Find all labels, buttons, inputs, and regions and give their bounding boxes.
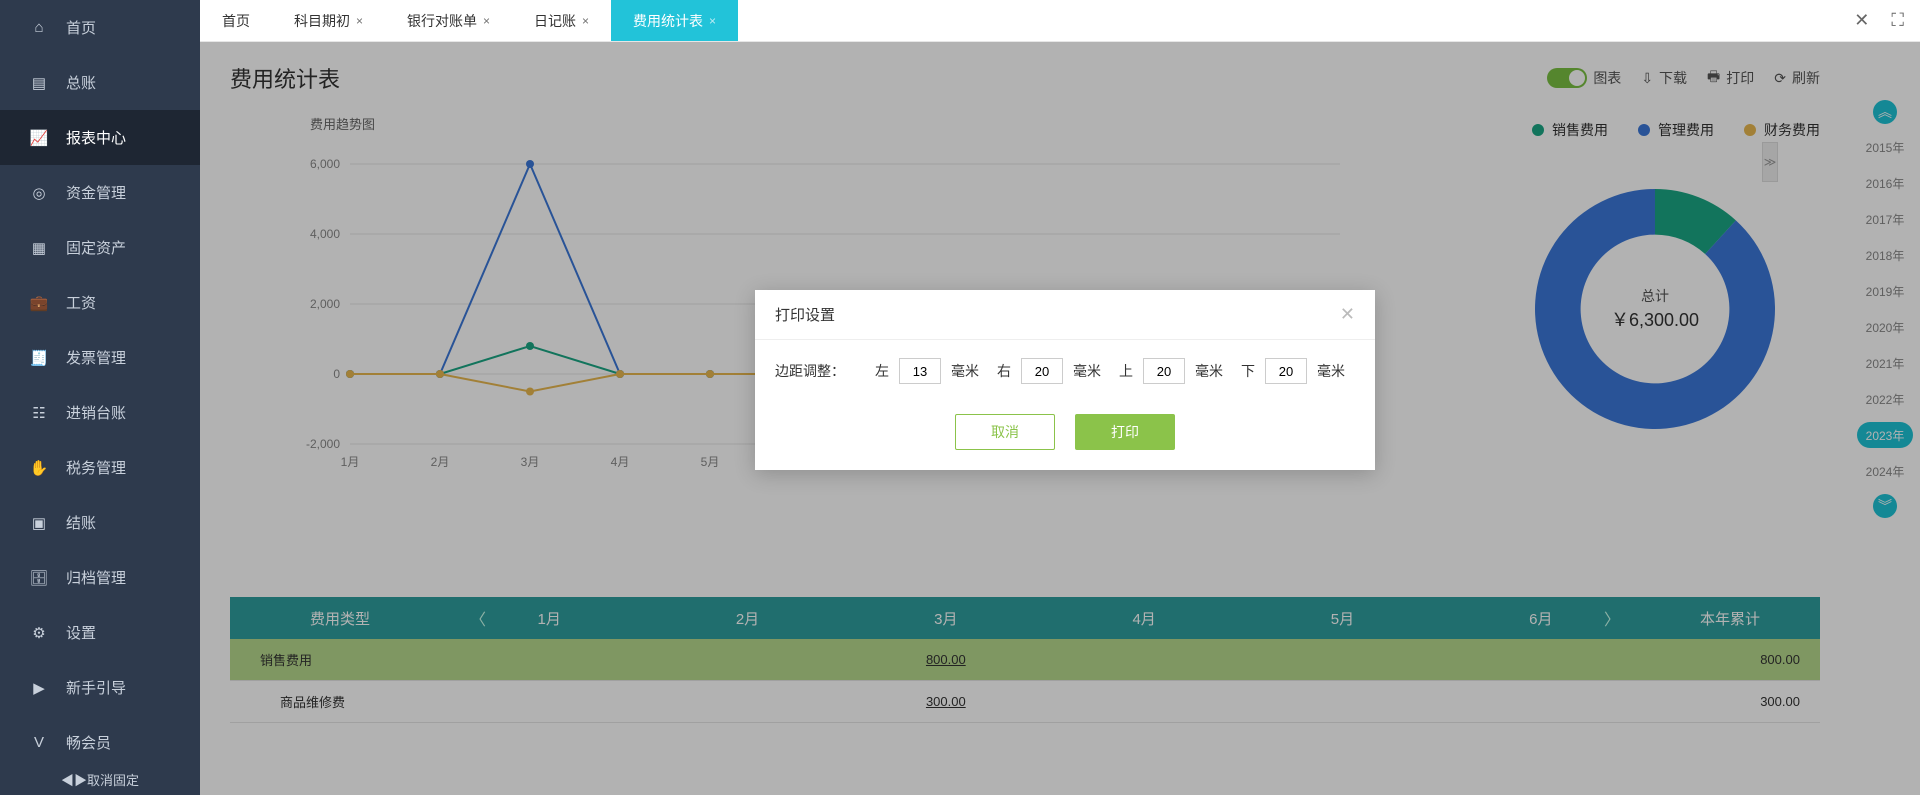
margin-top-input[interactable] (1143, 358, 1185, 384)
sidebar-item-gear[interactable]: ⚙ 设置 (0, 605, 200, 660)
sidebar-item-label: 设置 (66, 622, 96, 643)
modal-title: 打印设置 (775, 304, 835, 325)
sidebar-item-label: 资金管理 (66, 182, 126, 203)
archive-icon: 🗄 (28, 567, 50, 589)
tax-icon: ✋ (28, 457, 50, 479)
unit-label: 毫米 (1317, 361, 1345, 381)
unit-label: 毫米 (1195, 361, 1223, 381)
chart-icon: 📈 (28, 127, 50, 149)
bottom-label: 下 (1241, 361, 1255, 381)
tab-银行对账单[interactable]: 银行对账单 × (385, 0, 512, 41)
top-label: 上 (1119, 361, 1133, 381)
asset-icon: ▦ (28, 237, 50, 259)
tab-科目期初[interactable]: 科目期初 × (272, 0, 385, 41)
close-icon[interactable]: × (483, 14, 490, 28)
sidebar-unpin[interactable]: ◀▶取消固定 (0, 763, 200, 795)
sidebar-item-archive[interactable]: 🗄 归档管理 (0, 550, 200, 605)
vip-icon: V (28, 732, 50, 754)
invoice-icon: 🧾 (28, 347, 50, 369)
close-icon[interactable]: × (356, 14, 363, 28)
sidebar-item-home[interactable]: ⌂ 首页 (0, 0, 200, 55)
sidebar-item-chart[interactable]: 📈 报表中心 (0, 110, 200, 165)
tab-首页[interactable]: 首页 (200, 0, 272, 41)
tab-label: 首页 (222, 11, 250, 31)
close-period-icon: ▣ (28, 512, 50, 534)
margin-label: 边距调整： (775, 361, 845, 381)
sidebar: ⌂ 首页 ▤ 总账 📈 报表中心 ◎ 资金管理 ▦ 固定资产 💼 工资 🧾 发票管理 ☷ 进销台账 ✋ 税务管理 ▣… (0, 0, 200, 795)
margin-left-input[interactable] (899, 358, 941, 384)
guide-icon: ▶ (28, 677, 50, 699)
home-icon: ⌂ (28, 17, 50, 39)
sidebar-item-label: 进销台账 (66, 402, 126, 423)
salary-icon: 💼 (28, 292, 50, 314)
sidebar-item-label: 工资 (66, 292, 96, 313)
gear-icon: ⚙ (28, 622, 50, 644)
sidebar-item-fund[interactable]: ◎ 资金管理 (0, 165, 200, 220)
cancel-button[interactable]: 取消 (955, 414, 1055, 450)
sidebar-item-stock[interactable]: ☷ 进销台账 (0, 385, 200, 440)
unit-label: 毫米 (1073, 361, 1101, 381)
sidebar-item-label: 固定资产 (66, 237, 126, 258)
sidebar-item-ledger[interactable]: ▤ 总账 (0, 55, 200, 110)
ok-button[interactable]: 打印 (1075, 414, 1175, 450)
margin-right-input[interactable] (1021, 358, 1063, 384)
close-icon[interactable]: × (582, 14, 589, 28)
sidebar-item-label: 总账 (66, 72, 96, 93)
tab-label: 日记账 (534, 11, 576, 31)
sidebar-item-label: 税务管理 (66, 457, 126, 478)
sidebar-item-asset[interactable]: ▦ 固定资产 (0, 220, 200, 275)
sidebar-item-vip[interactable]: V 畅会员 (0, 715, 200, 770)
sidebar-item-tax[interactable]: ✋ 税务管理 (0, 440, 200, 495)
sidebar-item-label: 发票管理 (66, 347, 126, 368)
tab-close-all-icon[interactable]: ✕ (1848, 10, 1875, 31)
stock-icon: ☷ (28, 402, 50, 424)
tab-费用统计表[interactable]: 费用统计表 × (611, 0, 738, 41)
sidebar-item-label: 结账 (66, 512, 96, 533)
sidebar-item-label: 归档管理 (66, 567, 126, 588)
sidebar-item-invoice[interactable]: 🧾 发票管理 (0, 330, 200, 385)
close-icon[interactable]: × (709, 14, 716, 28)
sidebar-item-salary[interactable]: 💼 工资 (0, 275, 200, 330)
margin-bottom-input[interactable] (1265, 358, 1307, 384)
ledger-icon: ▤ (28, 72, 50, 94)
fullscreen-icon[interactable]: ⛶ (1885, 10, 1910, 31)
print-settings-modal: 打印设置 ✕ 边距调整： 左 毫米 右 毫米 上 毫米 下 毫米 取消 打印 (755, 290, 1375, 470)
unit-label: 毫米 (951, 361, 979, 381)
tab-label: 科目期初 (294, 11, 350, 31)
sidebar-item-label: 首页 (66, 17, 96, 38)
tab-label: 银行对账单 (407, 11, 477, 31)
tabbar: 首页 科目期初 × 银行对账单 × 日记账 × 费用统计表 × ✕ ⛶ (200, 0, 1920, 42)
left-label: 左 (875, 361, 889, 381)
tab-日记账[interactable]: 日记账 × (512, 0, 611, 41)
sidebar-item-label: 新手引导 (66, 677, 126, 698)
sidebar-item-label: 畅会员 (66, 732, 111, 753)
sidebar-item-label: 报表中心 (66, 127, 126, 148)
sidebar-item-guide[interactable]: ▶ 新手引导 (0, 660, 200, 715)
tab-label: 费用统计表 (633, 11, 703, 31)
sidebar-item-close-period[interactable]: ▣ 结账 (0, 495, 200, 550)
fund-icon: ◎ (28, 182, 50, 204)
close-icon[interactable]: ✕ (1340, 304, 1355, 325)
right-label: 右 (997, 361, 1011, 381)
